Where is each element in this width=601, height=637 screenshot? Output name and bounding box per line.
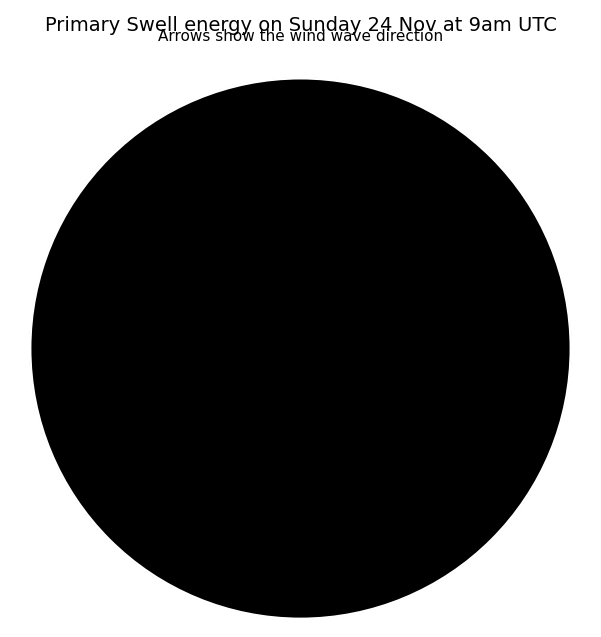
Text: Primary Swell energy on Sunday 24 Nov at 9am UTC: Primary Swell energy on Sunday 24 Nov at… bbox=[44, 16, 557, 35]
Circle shape bbox=[30, 78, 571, 619]
Text: Arrows show the wind wave direction: Arrows show the wind wave direction bbox=[158, 29, 443, 44]
